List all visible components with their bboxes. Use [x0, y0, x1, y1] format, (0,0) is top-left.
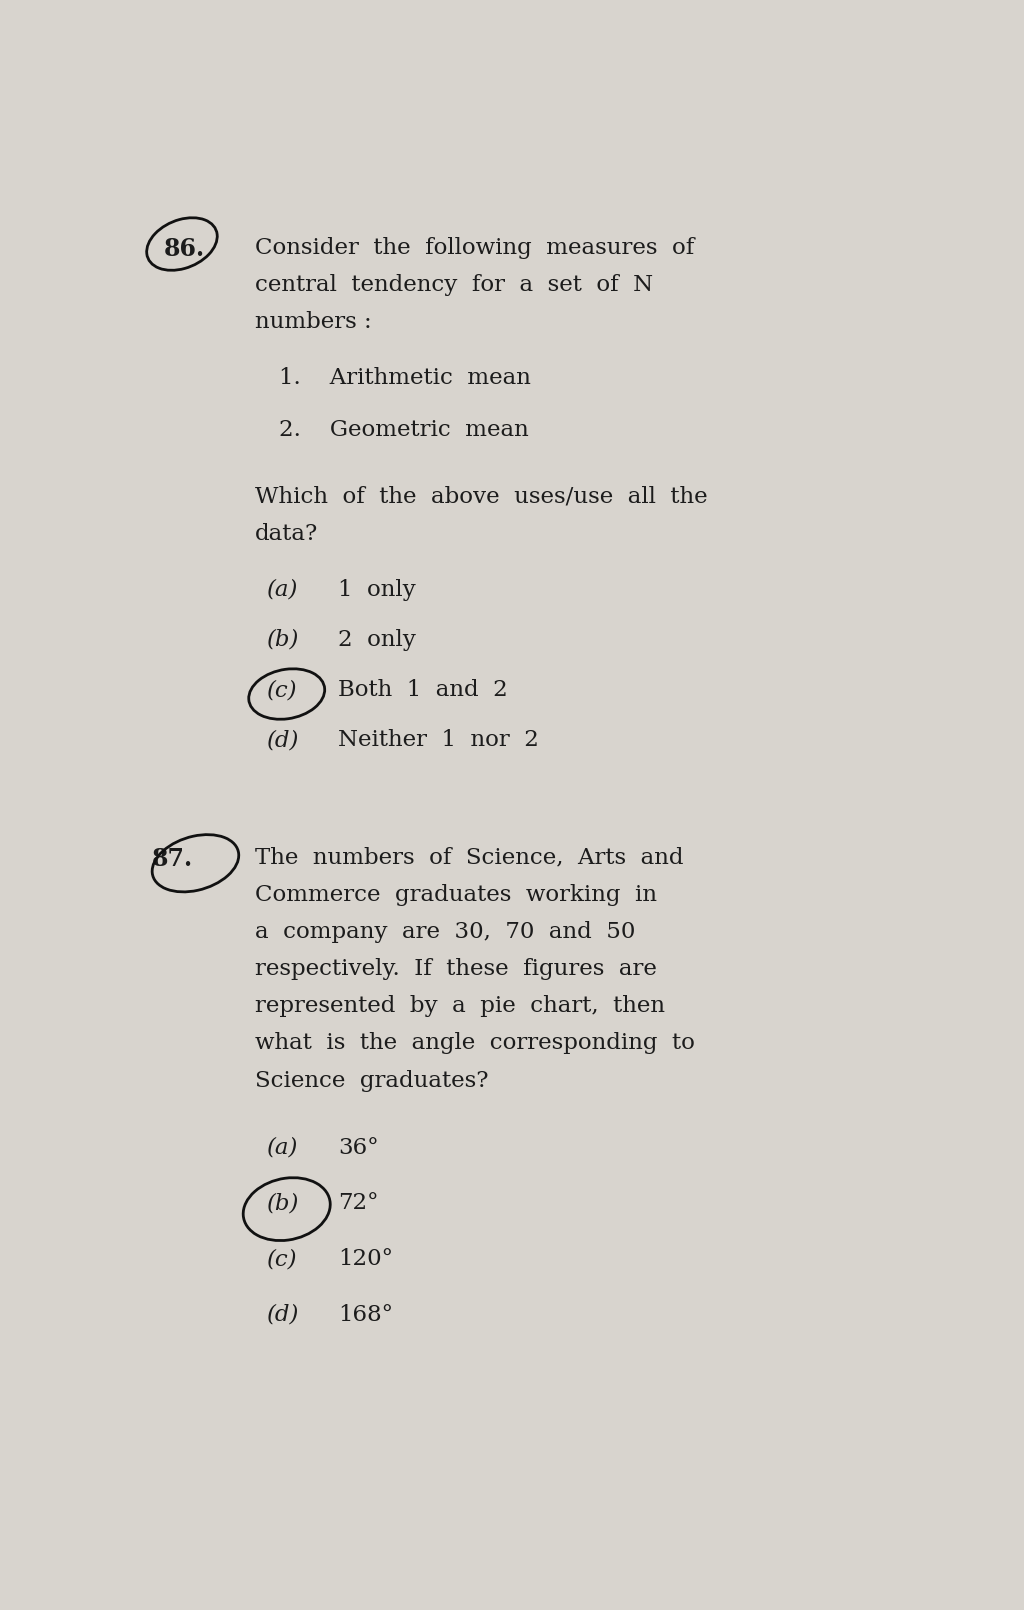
Text: (a): (a) — [267, 578, 298, 601]
Text: (a): (a) — [267, 1137, 298, 1159]
Text: 86.: 86. — [164, 237, 205, 261]
Text: 1.    Arithmetic  mean: 1. Arithmetic mean — [279, 367, 530, 388]
Text: a  company  are  30,  70  and  50: a company are 30, 70 and 50 — [255, 921, 635, 943]
Text: Both  1  and  2: Both 1 and 2 — [338, 679, 508, 702]
Text: (d): (d) — [267, 1304, 299, 1327]
Text: Consider  the  following  measures  of: Consider the following measures of — [255, 237, 694, 259]
Text: (b): (b) — [267, 630, 299, 650]
Text: Science  graduates?: Science graduates? — [255, 1069, 488, 1092]
Text: 72°: 72° — [338, 1193, 379, 1214]
Text: respectively.  If  these  figures  are: respectively. If these figures are — [255, 958, 656, 980]
Text: (d): (d) — [267, 729, 299, 752]
Text: Neither  1  nor  2: Neither 1 nor 2 — [338, 729, 540, 752]
Text: 1  only: 1 only — [338, 578, 416, 601]
Text: Commerce  graduates  working  in: Commerce graduates working in — [255, 884, 657, 906]
Text: 120°: 120° — [338, 1248, 393, 1270]
Text: 36°: 36° — [338, 1137, 379, 1159]
Text: (b): (b) — [267, 1193, 299, 1214]
Text: Which  of  the  above  uses/use  all  the: Which of the above uses/use all the — [255, 486, 708, 507]
Text: (c): (c) — [267, 679, 297, 702]
Text: data?: data? — [255, 523, 318, 544]
Text: 2  only: 2 only — [338, 630, 416, 650]
Text: 87.: 87. — [152, 847, 193, 871]
Text: what  is  the  angle  corresponding  to: what is the angle corresponding to — [255, 1032, 695, 1055]
Text: represented  by  a  pie  chart,  then: represented by a pie chart, then — [255, 995, 665, 1018]
Text: (c): (c) — [267, 1248, 297, 1270]
Text: The  numbers  of  Science,  Arts  and: The numbers of Science, Arts and — [255, 847, 683, 868]
Text: 168°: 168° — [338, 1304, 393, 1327]
Text: central  tendency  for  a  set  of  N: central tendency for a set of N — [255, 274, 653, 296]
Text: numbers :: numbers : — [255, 311, 372, 333]
Text: 2.    Geometric  mean: 2. Geometric mean — [279, 419, 528, 441]
